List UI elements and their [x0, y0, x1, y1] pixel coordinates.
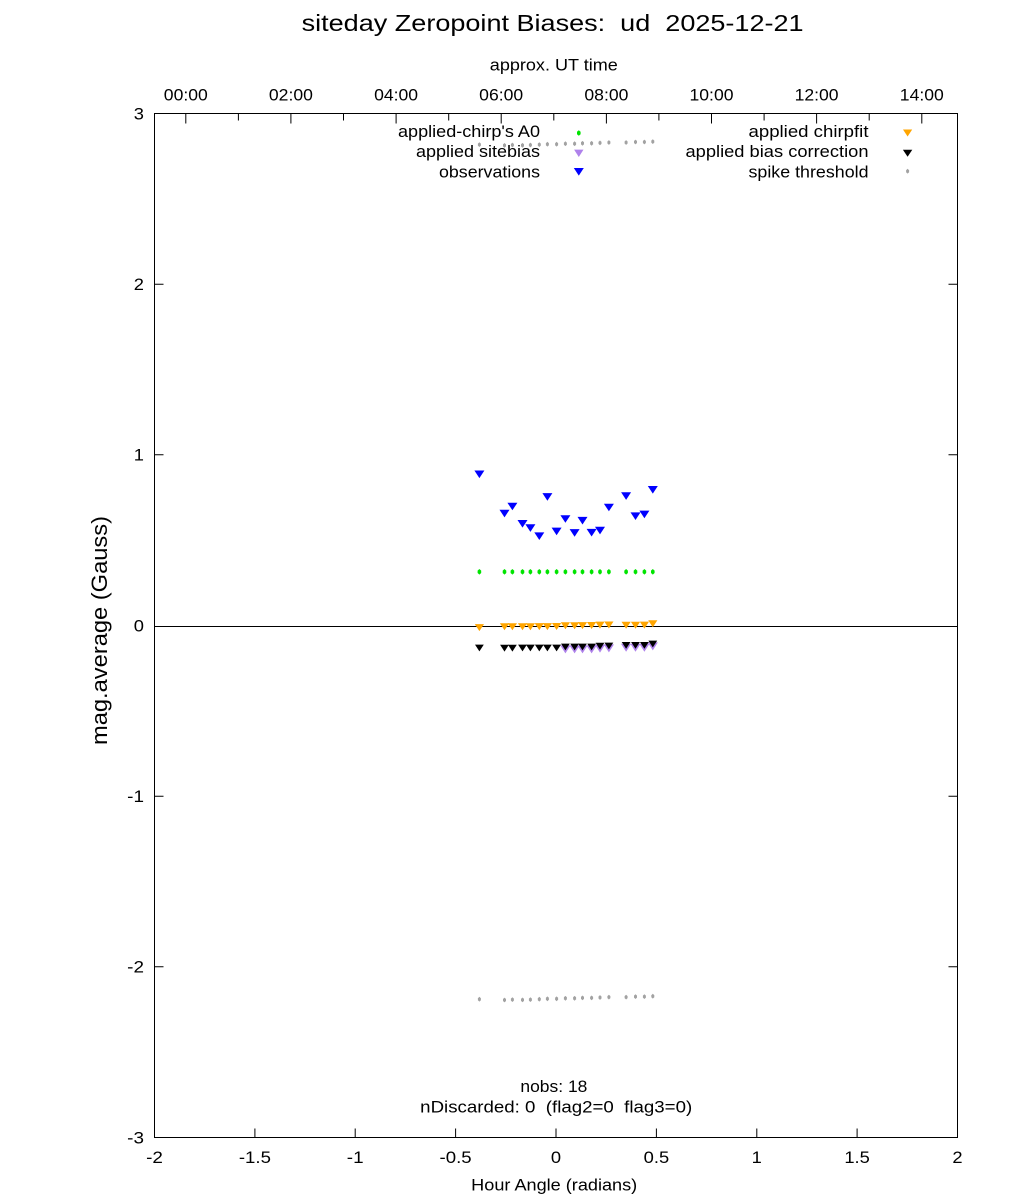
svg-text:00:00: 00:00 [164, 87, 208, 105]
svg-text:-1.5: -1.5 [239, 1149, 271, 1167]
svg-text:04:00: 04:00 [374, 87, 418, 105]
svg-text:applied chirpfit: applied chirpfit [749, 123, 869, 141]
svg-text:10:00: 10:00 [690, 87, 734, 105]
svg-text:12:00: 12:00 [795, 87, 839, 105]
svg-text:-3: -3 [127, 1129, 144, 1147]
svg-text:0: 0 [551, 1149, 561, 1167]
svg-text:approx. UT time: approx. UT time [490, 56, 618, 74]
svg-text:applied-chirp's A0: applied-chirp's A0 [398, 123, 540, 141]
svg-text:-1: -1 [127, 788, 144, 806]
svg-text:0: 0 [134, 617, 144, 635]
svg-text:06:00: 06:00 [479, 87, 523, 105]
svg-text:2: 2 [952, 1149, 962, 1167]
svg-text:14:00: 14:00 [900, 87, 944, 105]
svg-text:siteday Zeropoint Biases: ud: siteday Zeropoint Biases: ud 2025-12-21 [302, 10, 804, 36]
svg-text:nDiscarded: 0 (flag2=0 flag3: nDiscarded: 0 (flag2=0 flag3=0) [420, 1098, 692, 1116]
svg-text:0.5: 0.5 [644, 1149, 670, 1167]
svg-text:2: 2 [134, 276, 144, 294]
svg-text:spike threshold: spike threshold [749, 163, 869, 181]
svg-text:3: 3 [134, 105, 144, 123]
svg-text:-0.5: -0.5 [440, 1149, 472, 1167]
svg-text:02:00: 02:00 [269, 87, 313, 105]
svg-text:observations: observations [439, 163, 540, 181]
svg-text:applied sitebias: applied sitebias [416, 143, 540, 161]
svg-text:applied bias correction: applied bias correction [686, 143, 869, 161]
svg-text:nobs: 18: nobs: 18 [520, 1078, 587, 1096]
svg-text:1: 1 [134, 447, 144, 465]
svg-text:mag.average (Gauss): mag.average (Gauss) [87, 516, 112, 745]
svg-text:-1: -1 [347, 1149, 364, 1167]
svg-text:Hour Angle (radians): Hour Angle (radians) [471, 1176, 637, 1194]
svg-text:-2: -2 [127, 959, 144, 977]
svg-text:-2: -2 [146, 1149, 163, 1167]
svg-text:08:00: 08:00 [584, 87, 628, 105]
svg-text:1.5: 1.5 [844, 1149, 870, 1167]
svg-text:1: 1 [752, 1149, 762, 1167]
